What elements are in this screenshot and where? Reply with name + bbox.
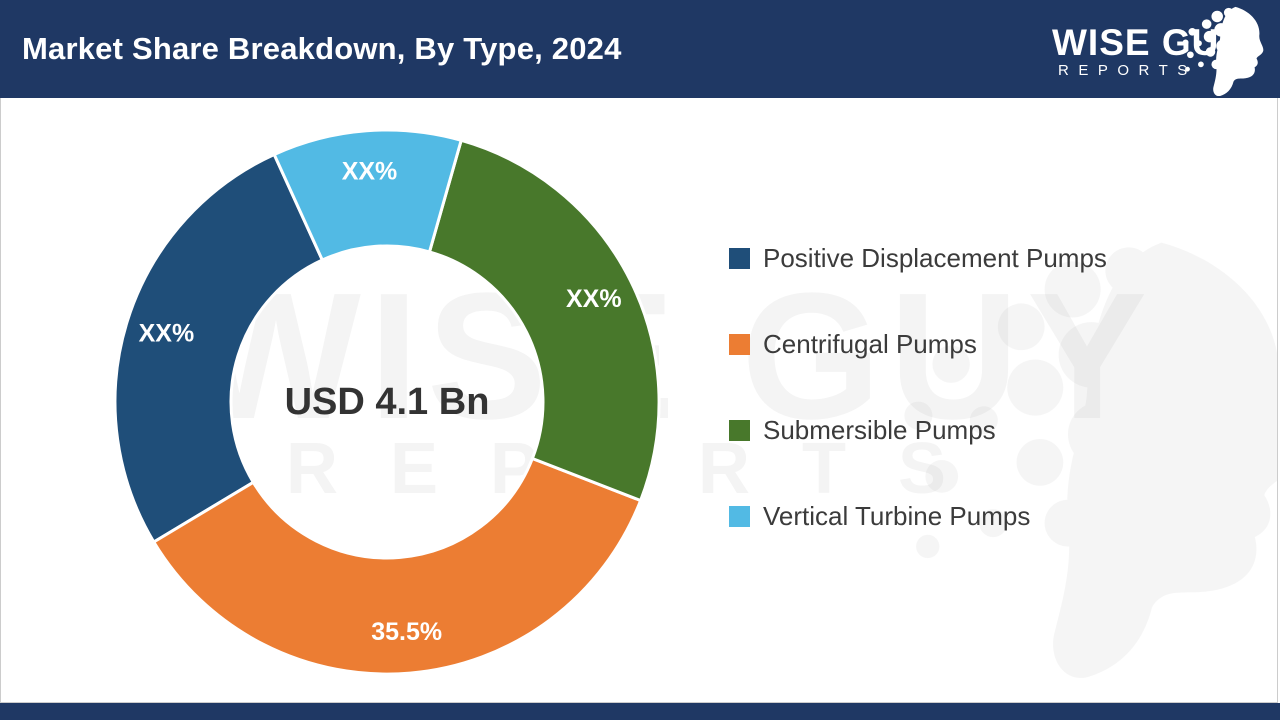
legend-swatch (729, 247, 750, 269)
page-title: Market Share Breakdown, By Type, 2024 (22, 31, 622, 66)
legend-label: Centrifugal Pumps (763, 328, 977, 359)
header-bar: Market Share Breakdown, By Type, 2024 WI… (0, 0, 1280, 98)
footer-bar (0, 703, 1280, 720)
watermark-text: WISE GUY (191, 256, 1156, 457)
logo-face-icon (1182, 6, 1264, 96)
watermark-face-icon (904, 242, 1277, 678)
slice-percentage-label: 35.5% (371, 618, 442, 646)
legend-swatch (729, 419, 750, 441)
chart-legend: Positive Displacement Pumps Centrifugal … (729, 242, 1107, 589)
legend-item: Centrifugal Pumps (729, 328, 1107, 359)
donut-slice (427, 138, 661, 503)
slice-percentage-label: XX% (139, 320, 195, 348)
legend-label: Submersible Pumps (763, 414, 996, 445)
legend-label: Vertical Turbine Pumps (763, 500, 1031, 531)
legend-item: Submersible Pumps (729, 414, 1107, 445)
donut-slice (272, 128, 464, 262)
legend-swatch (729, 505, 750, 527)
donut-slice (113, 152, 325, 545)
donut-chart: XX% 35.5% XX% XX% USD 4.1 Bn (113, 128, 661, 676)
legend-swatch (729, 333, 750, 355)
wise-guy-logo: WISE GUY REPORTS (1010, 0, 1270, 98)
donut-center-value: USD 4.1 Bn (285, 381, 490, 423)
slice-percentage-label: XX% (566, 285, 622, 313)
logo-subtitle: REPORTS (1058, 62, 1197, 79)
chart-area: WISE GUY REPORTS XX%35.5%XX%XX%USD 4.1 B… (0, 98, 1278, 703)
legend-label: Positive Displacement Pumps (763, 242, 1107, 273)
legend-item: Vertical Turbine Pumps (729, 500, 1107, 531)
donut-slice (151, 456, 643, 676)
slice-percentage-label: XX% (342, 158, 398, 186)
legend-item: Positive Displacement Pumps (729, 242, 1107, 273)
